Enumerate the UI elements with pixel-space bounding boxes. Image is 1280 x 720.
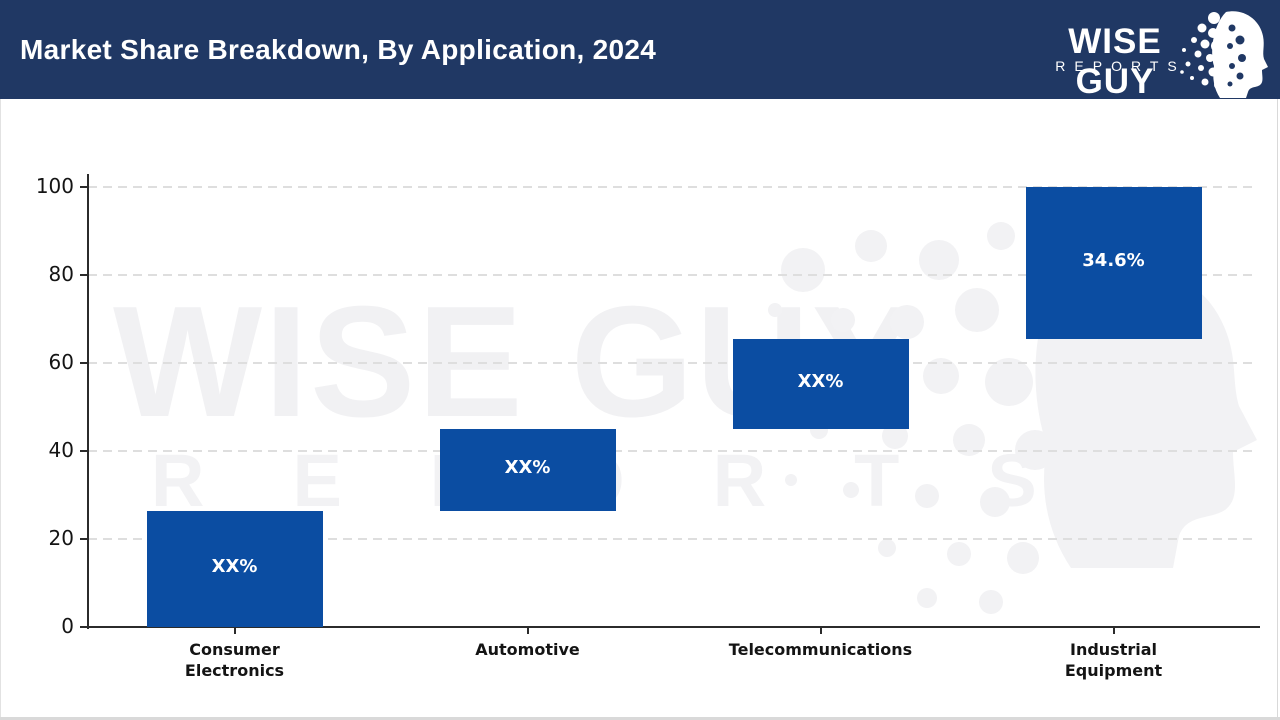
- logo-wordmark: WISE GUY: [1068, 22, 1162, 101]
- y-tick-label: 40: [48, 438, 74, 462]
- x-tick-mark: [233, 627, 236, 634]
- y-tick-label: 20: [48, 526, 74, 550]
- x-category-label-telecommunications: Telecommunications: [728, 640, 913, 659]
- gridline: [88, 538, 1254, 540]
- bar-consumer-electronics: XX%: [146, 510, 323, 627]
- bar-industrial-equipment: 34.6%: [1025, 187, 1202, 340]
- header-bar: Market Share Breakdown, By Application, …: [0, 0, 1280, 101]
- y-tick-mark: [80, 186, 87, 188]
- logo-head-icon: [1180, 11, 1268, 98]
- x-tick-mark: [819, 627, 822, 634]
- bar-value-label: XX%: [797, 371, 844, 393]
- bar-automotive: XX%: [439, 429, 616, 511]
- y-tick-label: 0: [61, 614, 74, 638]
- gridline: [88, 186, 1254, 188]
- logo-subtitle: REPORTS: [1055, 58, 1186, 74]
- bar-value-label: XX%: [211, 555, 258, 577]
- y-tick-label: 60: [48, 350, 74, 374]
- gridline: [88, 362, 1254, 364]
- gridline: [88, 274, 1254, 276]
- y-tick-mark: [80, 538, 87, 540]
- page-title: Market Share Breakdown, By Application, …: [20, 33, 657, 65]
- bar-value-label: 34.6%: [1082, 250, 1145, 272]
- y-tick-mark: [80, 274, 87, 276]
- x-category-label-automotive: Automotive: [475, 640, 580, 659]
- x-category-label-consumer-electronics: Consumer Electronics: [184, 640, 285, 680]
- y-axis-line: [87, 174, 89, 629]
- x-category-label-industrial-equipment: Industrial Equipment: [1064, 640, 1163, 680]
- x-tick-mark: [1112, 627, 1115, 634]
- y-tick-mark: [80, 362, 87, 364]
- y-tick-label: 80: [48, 262, 74, 286]
- bar-telecommunications: XX%: [732, 339, 909, 429]
- gridline: [88, 450, 1254, 452]
- bar-value-label: XX%: [504, 456, 551, 478]
- y-tick-mark: [80, 626, 87, 628]
- x-axis-line: [87, 626, 1260, 628]
- x-tick-mark: [526, 627, 529, 634]
- wise-guy-logo: WISE GUY REPORTS: [1023, 0, 1268, 101]
- footer-strip: [0, 717, 1280, 720]
- y-tick-mark: [80, 450, 87, 452]
- y-tick-label: 100: [35, 174, 74, 198]
